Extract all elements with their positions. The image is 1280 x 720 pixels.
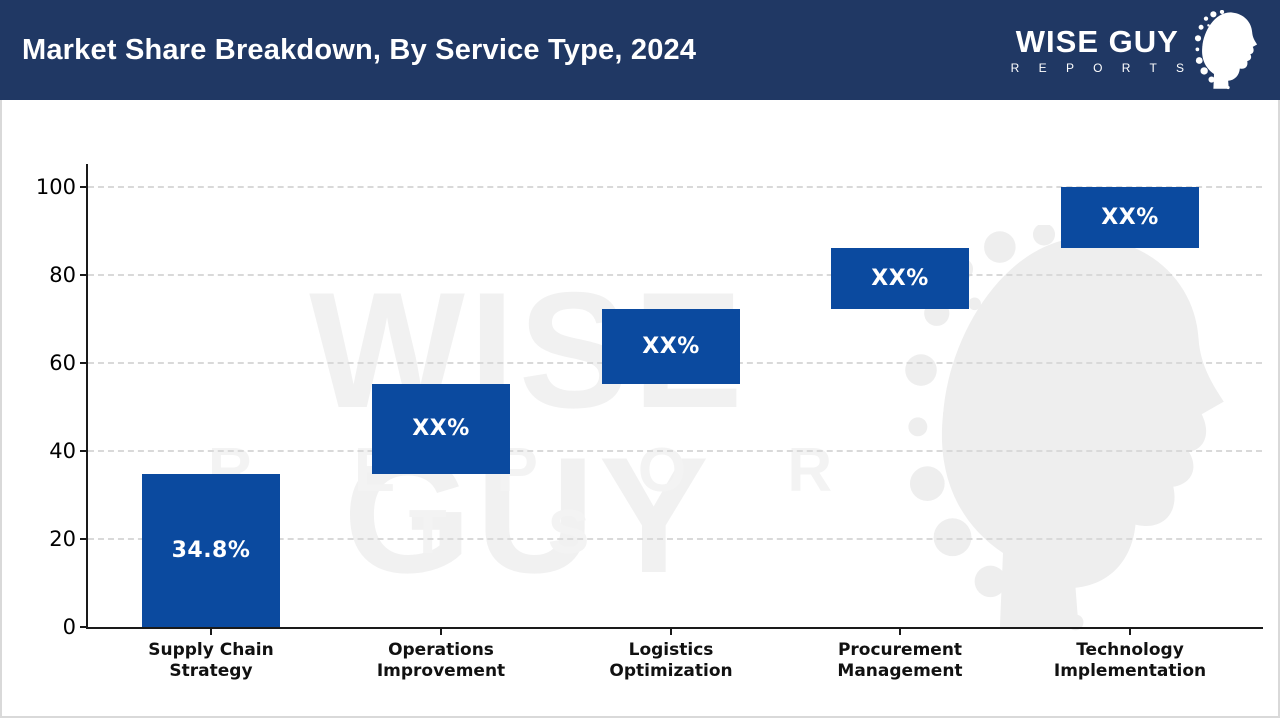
- y-axis-tick-label: 100: [35, 175, 76, 199]
- x-axis-spine: [86, 627, 1263, 629]
- x-axis-category-label: Technology Implementation: [1053, 640, 1207, 681]
- y-axis-spine: [86, 164, 88, 629]
- bar-value-label: XX%: [642, 333, 700, 359]
- gridline-20: [88, 538, 1262, 540]
- y-axis-tickmark: [80, 626, 88, 628]
- gridline-40: [88, 450, 1262, 452]
- page-title: Market Share Breakdown, By Service Type,…: [22, 33, 697, 66]
- brand-logo-text: WISE GUY R E P O R T S: [1003, 26, 1192, 75]
- right-frame-line: [1278, 100, 1280, 718]
- y-axis-tick-label: 80: [49, 263, 76, 287]
- left-frame-line: [0, 100, 2, 718]
- bar-1: 34.8%: [142, 473, 280, 627]
- y-axis-tickmark: [80, 274, 88, 276]
- header: Market Share Breakdown, By Service Type,…: [0, 0, 1280, 100]
- bar-4: XX%: [831, 247, 969, 309]
- y-axis-tickmark: [80, 450, 88, 452]
- bar-value-label: XX%: [871, 265, 929, 291]
- y-axis-tickmark: [80, 362, 88, 364]
- bottom-frame-line: [0, 716, 1280, 718]
- y-axis-tickmark: [80, 186, 88, 188]
- bar-5: XX%: [1061, 187, 1199, 248]
- brand-logo: WISE GUY R E P O R T S: [1003, 10, 1266, 90]
- bar-value-label: 34.8%: [171, 537, 251, 563]
- x-axis-category-label: Operations Improvement: [376, 640, 506, 681]
- watermark-brand-subtitle: R E P O R T S: [207, 436, 875, 567]
- bar-value-label: XX%: [1101, 204, 1159, 230]
- x-axis-tickmark: [670, 627, 672, 635]
- x-axis-category-label: Logistics Optimization: [609, 640, 733, 681]
- brand-name: WISE GUY: [1015, 23, 1179, 59]
- x-axis-tickmark: [899, 627, 901, 635]
- gridline-100: [88, 186, 1262, 188]
- bar-value-label: XX%: [412, 416, 470, 442]
- y-axis-tick-label: 40: [49, 439, 76, 463]
- x-axis-category-label: Supply Chain Strategy: [148, 640, 274, 681]
- x-axis-tickmark: [1129, 627, 1131, 635]
- brand-subtitle: R E P O R T S: [1010, 60, 1192, 75]
- y-axis-tickmark: [80, 538, 88, 540]
- gridline-80: [88, 274, 1262, 276]
- y-axis-tick-label: 0: [62, 615, 76, 639]
- bar-2: XX%: [372, 384, 510, 474]
- x-axis-tickmark: [210, 627, 212, 635]
- y-axis-tick-label: 20: [49, 527, 76, 551]
- y-axis-tick-label: 60: [49, 351, 76, 375]
- bar-3: XX%: [602, 308, 740, 385]
- x-axis-category-label: Procurement Management: [837, 640, 963, 681]
- x-axis-tickmark: [440, 627, 442, 635]
